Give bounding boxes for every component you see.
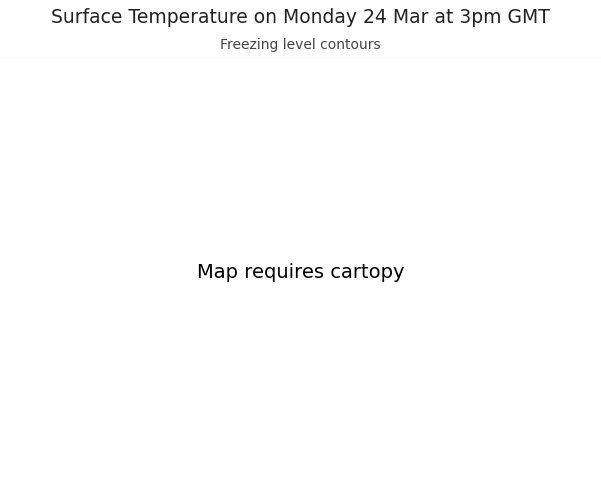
- Text: Map requires cartopy: Map requires cartopy: [197, 264, 404, 282]
- Text: Surface Temperature on Monday 24 Mar at 3pm GMT: Surface Temperature on Monday 24 Mar at …: [51, 8, 550, 27]
- Text: Freezing level contours: Freezing level contours: [220, 38, 381, 52]
